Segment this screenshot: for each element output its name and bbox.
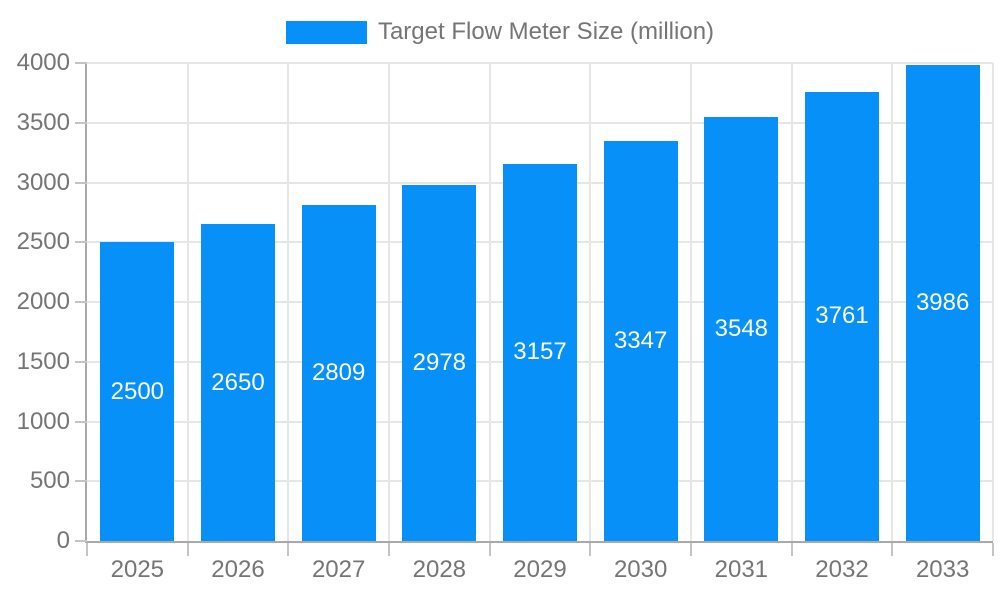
gridline-vertical <box>287 63 290 541</box>
bar[interactable]: 3157 <box>503 163 577 541</box>
bar-value-label: 2978 <box>412 349 467 377</box>
x-axis-tick <box>488 543 491 556</box>
bar-value-label: 2500 <box>110 377 165 405</box>
y-axis-label: 2000 <box>16 288 70 315</box>
gridline-horizontal <box>87 121 993 124</box>
bar-value-label: 3761 <box>815 302 869 330</box>
bar-value-label: 3157 <box>513 338 567 366</box>
bar[interactable]: 2650 <box>201 224 275 541</box>
bar[interactable]: 3347 <box>603 141 678 541</box>
y-axis-tick <box>75 420 87 423</box>
x-axis-label: 2027 <box>311 556 366 583</box>
bar[interactable]: 3761 <box>805 91 879 541</box>
y-axis-label: 4000 <box>16 49 70 76</box>
y-axis-label: 2500 <box>16 228 70 256</box>
x-axis-line <box>85 541 993 543</box>
gridline-vertical <box>790 63 793 541</box>
x-axis-label: 2033 <box>915 556 970 583</box>
y-axis-line <box>85 63 87 543</box>
gridline-vertical <box>992 63 994 541</box>
y-axis-tick <box>75 241 87 244</box>
gridline-vertical <box>589 63 592 541</box>
gridline-vertical <box>186 63 189 541</box>
x-axis-label: 2028 <box>412 556 467 583</box>
bar-value-label: 2809 <box>311 359 366 387</box>
y-axis-tick <box>75 540 87 542</box>
y-axis-label: 0 <box>56 527 70 554</box>
y-axis-label: 1500 <box>16 347 70 375</box>
legend-item[interactable]: Target Flow Meter Size (million) <box>285 18 715 46</box>
y-axis-tick <box>75 301 87 303</box>
x-axis-tick <box>287 543 290 556</box>
gridline-horizontal <box>87 62 993 64</box>
y-axis-tick <box>75 181 87 184</box>
bar[interactable]: 2978 <box>402 185 477 541</box>
x-axis-tick <box>690 543 692 556</box>
x-axis-label: 2031 <box>714 556 769 583</box>
x-axis-label: 2030 <box>613 556 668 583</box>
x-axis-label: 2032 <box>815 556 869 583</box>
x-axis-tick <box>790 543 793 556</box>
y-axis-tick <box>75 62 87 64</box>
gridline-vertical <box>488 63 491 541</box>
x-axis-tick <box>186 543 189 556</box>
legend-label: Target Flow Meter Size (million) <box>377 18 715 45</box>
bar-value-label: 2650 <box>211 368 265 396</box>
bar-value-label: 3548 <box>714 314 769 342</box>
gridline-vertical <box>388 63 390 541</box>
bar-value-label: 3347 <box>613 327 668 354</box>
gridline-vertical <box>891 63 894 541</box>
y-axis-label: 3500 <box>16 108 70 136</box>
bar[interactable]: 2809 <box>301 205 376 541</box>
y-axis-label: 1000 <box>16 407 70 435</box>
y-axis-tick <box>75 360 87 363</box>
x-axis-label: 2029 <box>513 556 567 583</box>
y-axis-tick <box>75 480 87 483</box>
bar[interactable]: 2500 <box>100 242 175 541</box>
legend-swatch <box>285 20 367 44</box>
plot-area: 2500 2650 2809 2978 3157 3347 3548 3761 3986 <box>87 62 994 541</box>
gridline-vertical <box>690 63 692 541</box>
x-axis-tick <box>86 543 88 556</box>
x-axis-label: 2026 <box>211 556 265 583</box>
y-axis-label: 500 <box>29 467 70 495</box>
x-axis-tick <box>992 543 994 556</box>
x-axis-tick <box>388 543 390 556</box>
chart-legend: Target Flow Meter Size (million) <box>0 18 1000 46</box>
x-axis-tick <box>589 543 592 556</box>
y-axis-label: 3000 <box>16 168 70 196</box>
bar[interactable]: 3548 <box>704 117 779 541</box>
bar[interactable]: 3986 <box>905 64 980 541</box>
x-axis-label: 2025 <box>110 556 165 583</box>
y-axis-tick <box>75 121 87 124</box>
x-axis-tick <box>891 543 894 556</box>
bar-value-label: 3986 <box>915 288 970 316</box>
